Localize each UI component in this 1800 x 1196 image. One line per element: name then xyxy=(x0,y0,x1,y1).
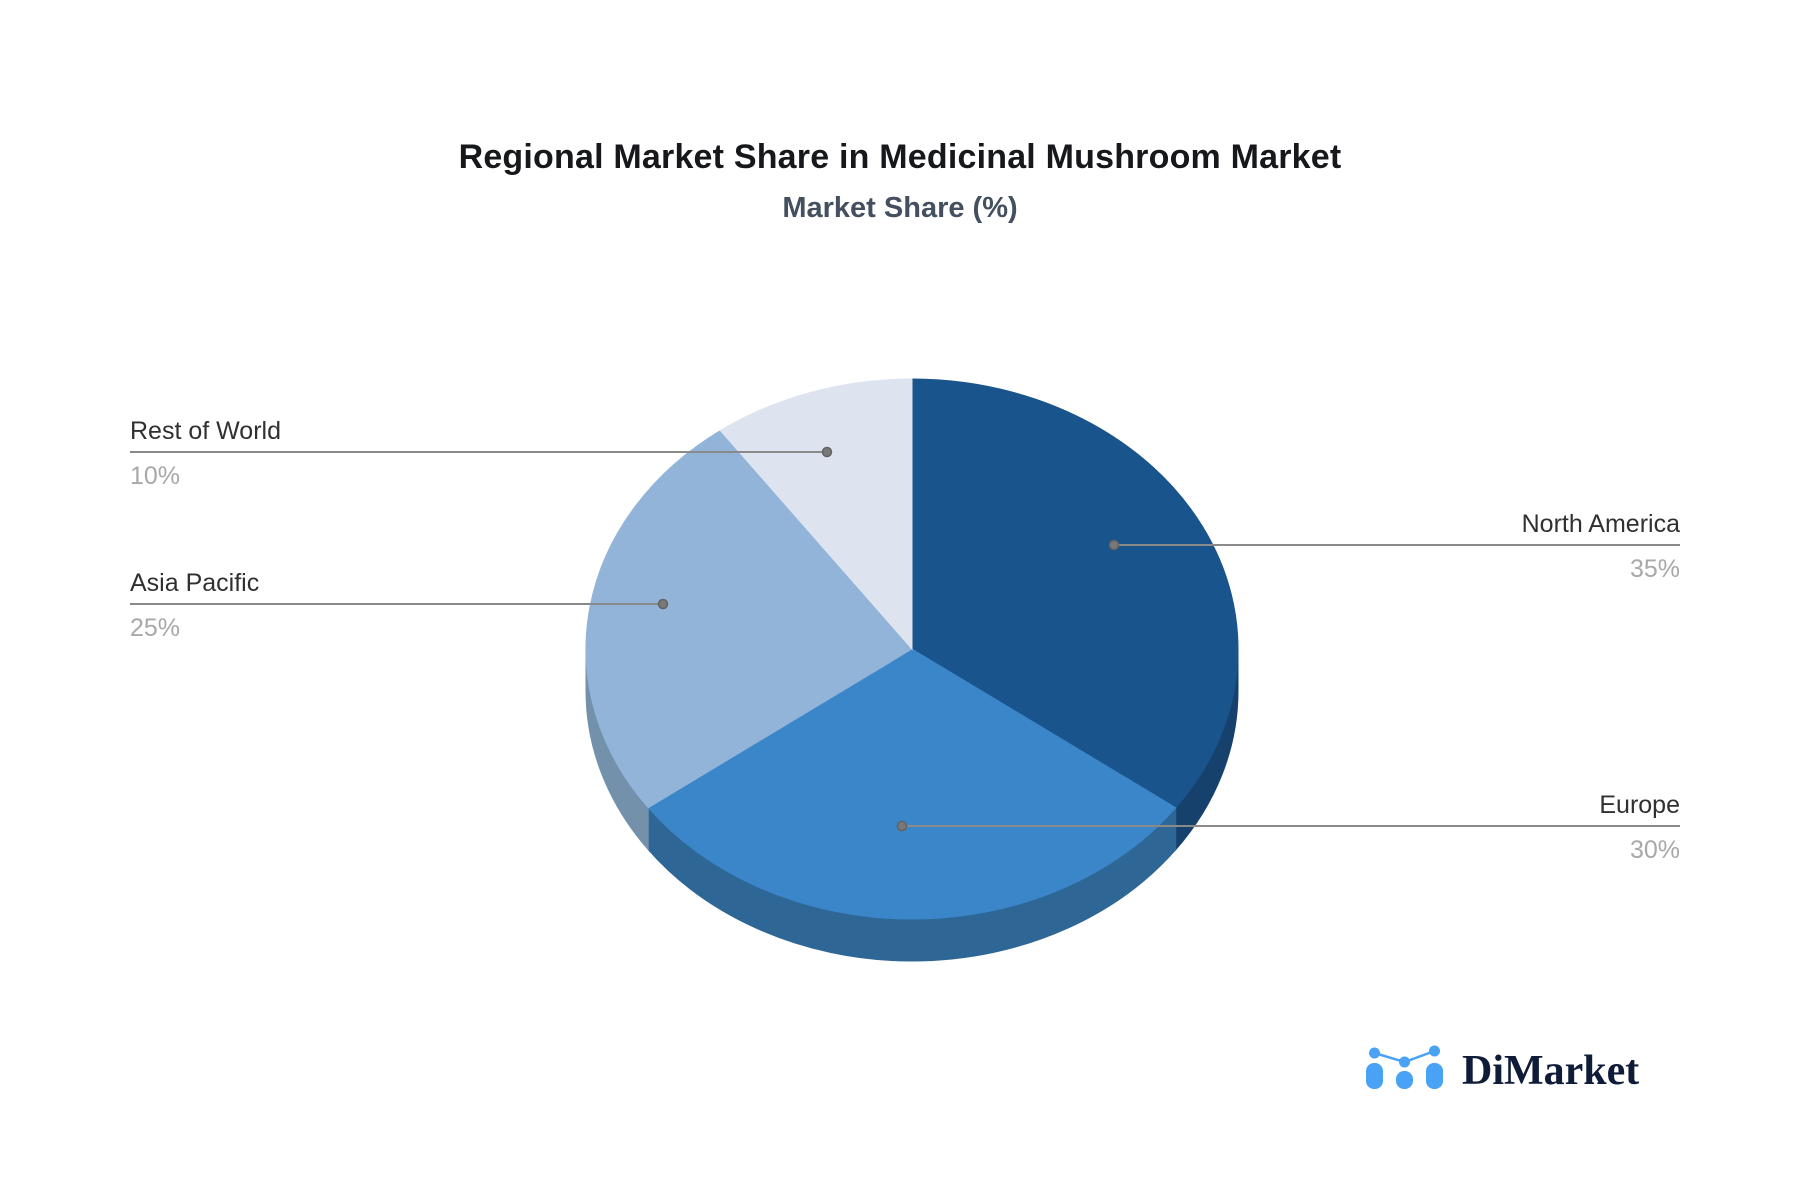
callout-europe: Europe 30% xyxy=(1599,790,1680,865)
connector-dot-asia-pacific xyxy=(657,598,669,610)
logo-bar xyxy=(1426,1063,1443,1089)
bar-chart-trend-icon xyxy=(1366,1045,1443,1089)
slice-pct-rest-of-world: 10% xyxy=(130,462,181,490)
logo-text: DiMarket xyxy=(1462,1048,1640,1094)
callout-asia-pacific: Asia Pacific 25% xyxy=(130,568,259,643)
logo-bar xyxy=(1366,1063,1383,1089)
logo-dot xyxy=(1369,1047,1380,1059)
logo-bar xyxy=(1396,1071,1413,1089)
chart-title: Regional Market Share in Medicinal Mushr… xyxy=(458,138,1342,176)
connector-dot-rest-of-world xyxy=(821,446,833,458)
pie-slice-asia-pacific[interactable] xyxy=(585,429,913,809)
connector-dot-europe xyxy=(896,820,908,832)
slice-pct-europe: 30% xyxy=(1629,836,1680,864)
connector-dot-north-america xyxy=(1108,539,1120,551)
callout-rest-of-world: Rest of World 10% xyxy=(130,416,281,491)
pie-slice-europe[interactable] xyxy=(647,648,1177,920)
pie-slice-rest-of-world[interactable] xyxy=(719,378,913,651)
slice-label-asia-pacific: Asia Pacific xyxy=(130,569,260,597)
callout-north-america: North America 35% xyxy=(1522,509,1680,584)
logo-dot xyxy=(1429,1045,1440,1057)
slice-pct-asia-pacific: 25% xyxy=(130,614,181,642)
slice-label-rest-of-world: Rest of World xyxy=(130,417,281,445)
slice-label-europe: Europe xyxy=(1599,791,1680,819)
logo-dot xyxy=(1399,1056,1410,1068)
chart-subtitle: Market Share (%) xyxy=(782,192,1018,224)
pie-slice-north-america[interactable] xyxy=(911,378,1239,809)
slice-pct-north-america: 35% xyxy=(1629,555,1680,583)
pie-top-faces xyxy=(585,378,1239,920)
slice-label-north-america: North America xyxy=(1521,510,1680,538)
callout-connectors xyxy=(130,446,1680,832)
dimarket-logo: DiMarket xyxy=(1360,1042,1639,1094)
